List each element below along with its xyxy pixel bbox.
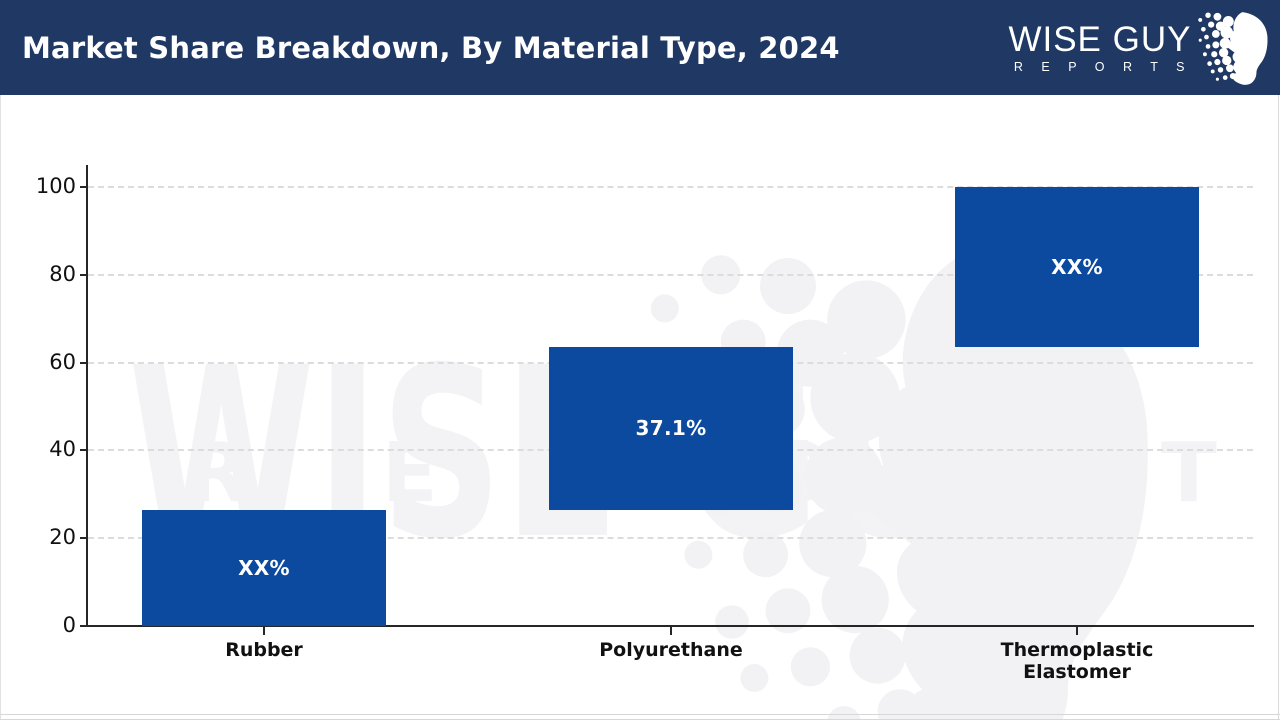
y-tick-mark (80, 625, 88, 627)
gridline-20 (88, 537, 1253, 540)
y-tick-mark (80, 537, 88, 540)
bar-value-label: 37.1% (635, 416, 707, 441)
y-tick-label: 60 (49, 349, 76, 374)
x-tick-mark (1076, 627, 1078, 635)
bar-value-label: XX% (238, 555, 290, 580)
chart-title: Market Share Breakdown, By Material Type… (22, 30, 840, 65)
y-tick-mark (80, 186, 88, 188)
bar-value-label: XX% (1051, 254, 1103, 279)
y-axis-line (86, 165, 88, 627)
header-bar: Market Share Breakdown, By Material Type… (0, 0, 1280, 95)
y-tick-label: 80 (49, 261, 76, 286)
x-tick-label: Rubber (225, 639, 303, 661)
frame-left-line (0, 95, 1, 720)
bar-polyurethane: 37.1% (549, 346, 793, 510)
bar-thermoplastic-elastomer: XX% (955, 187, 1199, 347)
y-tick-label: 0 (62, 613, 76, 637)
y-tick-mark (80, 361, 88, 364)
y-tick-label: 40 (49, 437, 76, 462)
x-tick-label: Polyurethane (599, 639, 743, 661)
y-tick-mark (80, 449, 88, 452)
x-tick-label: Thermoplastic Elastomer (1000, 639, 1154, 683)
bar-rubber: XX% (142, 509, 386, 626)
logo-text: WISE GUY R E P O R T S (1008, 20, 1192, 74)
x-axis-line (86, 625, 1254, 627)
wise-guy-reports-logo: WISE GUY R E P O R T S (1008, 6, 1272, 90)
x-tick-mark (670, 627, 672, 635)
x-tick-mark (263, 627, 265, 635)
gridline-100 (88, 186, 1253, 188)
logo-head-icon (1198, 12, 1268, 85)
y-tick-label: 20 (49, 525, 76, 550)
frame-bottom-line (0, 714, 1280, 715)
logo-wiseguy-label: WISE GUY (1008, 20, 1192, 60)
gridline-80 (88, 273, 1253, 276)
frame-right-line (1278, 95, 1279, 720)
y-tick-mark (80, 273, 88, 276)
logo-reports-label: R E P O R T S (1013, 59, 1192, 74)
y-tick-label: 100 (35, 174, 76, 198)
